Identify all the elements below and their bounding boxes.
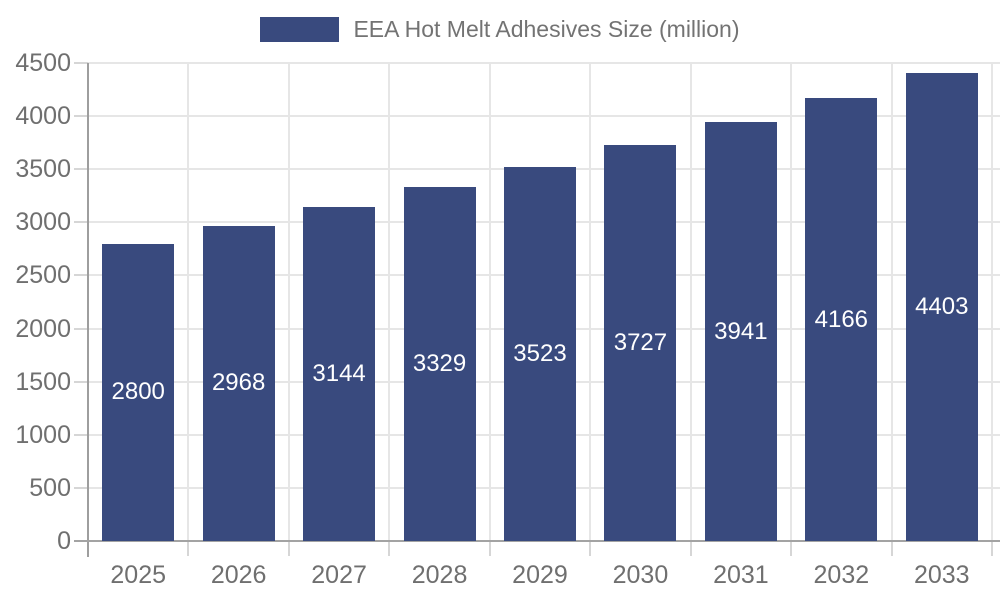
bar-2028 bbox=[403, 187, 476, 541]
x-axis-label: 2029 bbox=[512, 561, 568, 589]
y-gridline bbox=[88, 115, 1000, 118]
legend-swatch bbox=[260, 17, 340, 42]
y-axis-tick bbox=[74, 115, 88, 118]
y-axis-tick bbox=[74, 62, 88, 64]
x-axis-tick bbox=[287, 542, 290, 556]
y-axis-label: 2500 bbox=[15, 261, 71, 290]
bar-2032 bbox=[805, 98, 878, 541]
y-axis-tick bbox=[74, 380, 88, 383]
x-gridline bbox=[589, 63, 592, 541]
y-axis-tick bbox=[74, 433, 88, 436]
legend[interactable]: EEA Hot Melt Adhesives Size (million) bbox=[0, 16, 1000, 43]
bar-value-label: 2968 bbox=[211, 369, 266, 397]
bar-value-label: 4403 bbox=[915, 293, 969, 321]
x-axis-tick bbox=[187, 542, 190, 556]
bar-value-label: 3523 bbox=[513, 339, 567, 367]
y-axis-tick bbox=[74, 327, 88, 330]
x-gridline bbox=[991, 63, 993, 541]
x-gridline bbox=[287, 63, 290, 541]
x-axis-label: 2033 bbox=[913, 561, 970, 589]
x-gridline bbox=[488, 63, 491, 541]
x-axis-tick bbox=[488, 542, 491, 556]
bar-value-label: 3329 bbox=[412, 350, 467, 378]
x-axis-label: 2031 bbox=[713, 561, 769, 589]
bar-2031 bbox=[704, 122, 777, 541]
x-gridline bbox=[388, 63, 391, 541]
y-axis-label: 4000 bbox=[15, 102, 71, 131]
legend-label: EEA Hot Melt Adhesives Size (million) bbox=[353, 16, 740, 42]
y-axis-tick bbox=[74, 274, 88, 277]
bar-2030 bbox=[604, 145, 677, 541]
bar-2033 bbox=[905, 73, 978, 541]
x-axis-line bbox=[74, 540, 1000, 542]
y-axis-tick bbox=[74, 168, 88, 171]
y-axis-label: 3000 bbox=[15, 208, 71, 237]
bar-value-label: 3941 bbox=[714, 317, 768, 345]
y-gridline bbox=[88, 62, 1000, 64]
bar-2026 bbox=[202, 225, 275, 541]
x-gridline bbox=[187, 63, 190, 541]
x-gridline bbox=[689, 63, 692, 541]
x-axis-label: 2032 bbox=[813, 561, 870, 589]
y-axis-label: 0 bbox=[57, 527, 71, 555]
bar-value-label: 3727 bbox=[613, 329, 668, 357]
x-axis-label: 2026 bbox=[210, 561, 267, 589]
bar-value-label: 3144 bbox=[312, 360, 366, 388]
x-axis-tick bbox=[790, 542, 793, 556]
y-axis-tick bbox=[74, 221, 88, 224]
y-axis-label: 2000 bbox=[15, 314, 71, 343]
x-gridline bbox=[790, 63, 793, 541]
bar-2027 bbox=[303, 207, 376, 541]
bar-value-label: 2800 bbox=[111, 378, 165, 406]
bar-2025 bbox=[102, 243, 175, 541]
x-axis-label: 2025 bbox=[110, 561, 167, 589]
x-axis-tick bbox=[991, 542, 993, 556]
x-axis-tick bbox=[388, 542, 391, 556]
y-axis-label: 1000 bbox=[15, 420, 71, 449]
bar-value-label: 4166 bbox=[814, 305, 869, 333]
y-axis-tick bbox=[74, 486, 88, 489]
y-axis-line bbox=[87, 63, 89, 557]
x-axis-label: 2030 bbox=[612, 561, 669, 589]
y-axis-label: 500 bbox=[29, 473, 71, 502]
y-axis-label: 1500 bbox=[15, 367, 71, 396]
y-axis-label: 4500 bbox=[15, 49, 71, 77]
x-axis-label: 2027 bbox=[311, 561, 367, 589]
x-axis-tick bbox=[589, 542, 592, 556]
bar-2029 bbox=[504, 166, 576, 541]
y-axis-label: 3500 bbox=[15, 155, 71, 184]
x-gridline bbox=[890, 63, 893, 541]
x-axis-tick bbox=[890, 542, 893, 556]
x-axis-tick bbox=[689, 542, 692, 556]
x-axis-label: 2028 bbox=[411, 561, 468, 589]
